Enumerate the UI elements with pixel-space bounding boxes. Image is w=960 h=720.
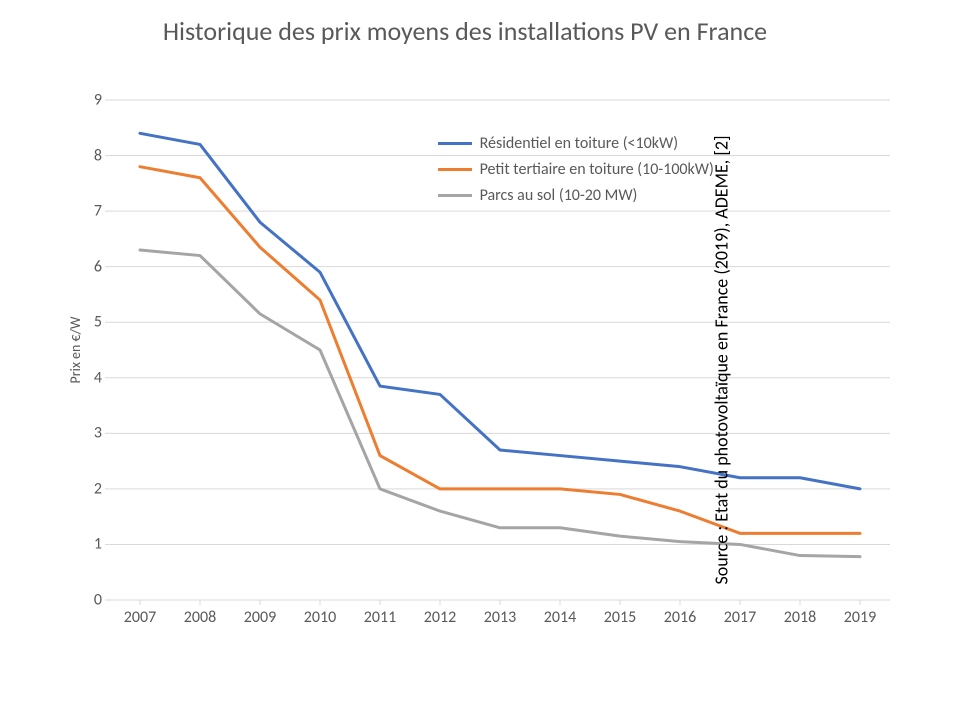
- legend-item: Parcs au sol (10-20 MW): [438, 182, 714, 208]
- y-tick-label: 7: [94, 202, 102, 221]
- x-tick-label: 2008: [184, 608, 216, 627]
- legend-swatch: [438, 142, 472, 145]
- plot-area: 0123456789 20072008200920102011201220132…: [110, 100, 890, 600]
- legend-label: Résidentiel en toiture (<10kW): [480, 134, 679, 153]
- x-tick-label: 2007: [124, 608, 156, 627]
- x-tick-label: 2014: [544, 608, 576, 627]
- y-tick-label: 3: [94, 424, 102, 443]
- series-line: [140, 250, 860, 557]
- y-axis-label: Prix en €/W: [67, 317, 84, 384]
- x-tick-label: 2019: [844, 608, 876, 627]
- legend: Résidentiel en toiture (<10kW) Petit tert…: [438, 130, 714, 208]
- x-tick-label: 2016: [664, 608, 696, 627]
- legend-swatch: [438, 168, 472, 171]
- legend-item: Petit tertiaire en toiture (10-100kW): [438, 156, 714, 182]
- x-tick-label: 2011: [364, 608, 396, 627]
- x-tick-label: 2017: [724, 608, 756, 627]
- legend-label: Petit tertiaire en toiture (10-100kW): [480, 160, 714, 179]
- chart-title: Historique des prix moyens des installat…: [20, 16, 910, 47]
- legend-item: Résidentiel en toiture (<10kW): [438, 130, 714, 156]
- x-tick-label: 2013: [484, 608, 516, 627]
- x-tick-label: 2010: [304, 608, 336, 627]
- y-tick-label: 4: [94, 368, 102, 387]
- chart-frame: Historique des prix moyens des installat…: [20, 10, 910, 670]
- x-tick-label: 2009: [244, 608, 276, 627]
- legend-swatch: [438, 194, 472, 197]
- y-tick-label: 6: [94, 257, 102, 276]
- y-tick-label: 0: [94, 591, 102, 610]
- y-tick-label: 2: [94, 479, 102, 498]
- legend-label: Parcs au sol (10-20 MW): [480, 186, 638, 205]
- x-tick-label: 2015: [604, 608, 636, 627]
- y-tick-label: 8: [94, 146, 102, 165]
- y-tick-label: 9: [94, 91, 102, 110]
- x-tick-label: 2012: [424, 608, 456, 627]
- y-tick-label: 5: [94, 313, 102, 332]
- y-tick-label: 1: [94, 535, 102, 554]
- source-citation: Source : Etat du photovoltaïque en Franc…: [711, 136, 733, 585]
- x-tick-label: 2018: [784, 608, 816, 627]
